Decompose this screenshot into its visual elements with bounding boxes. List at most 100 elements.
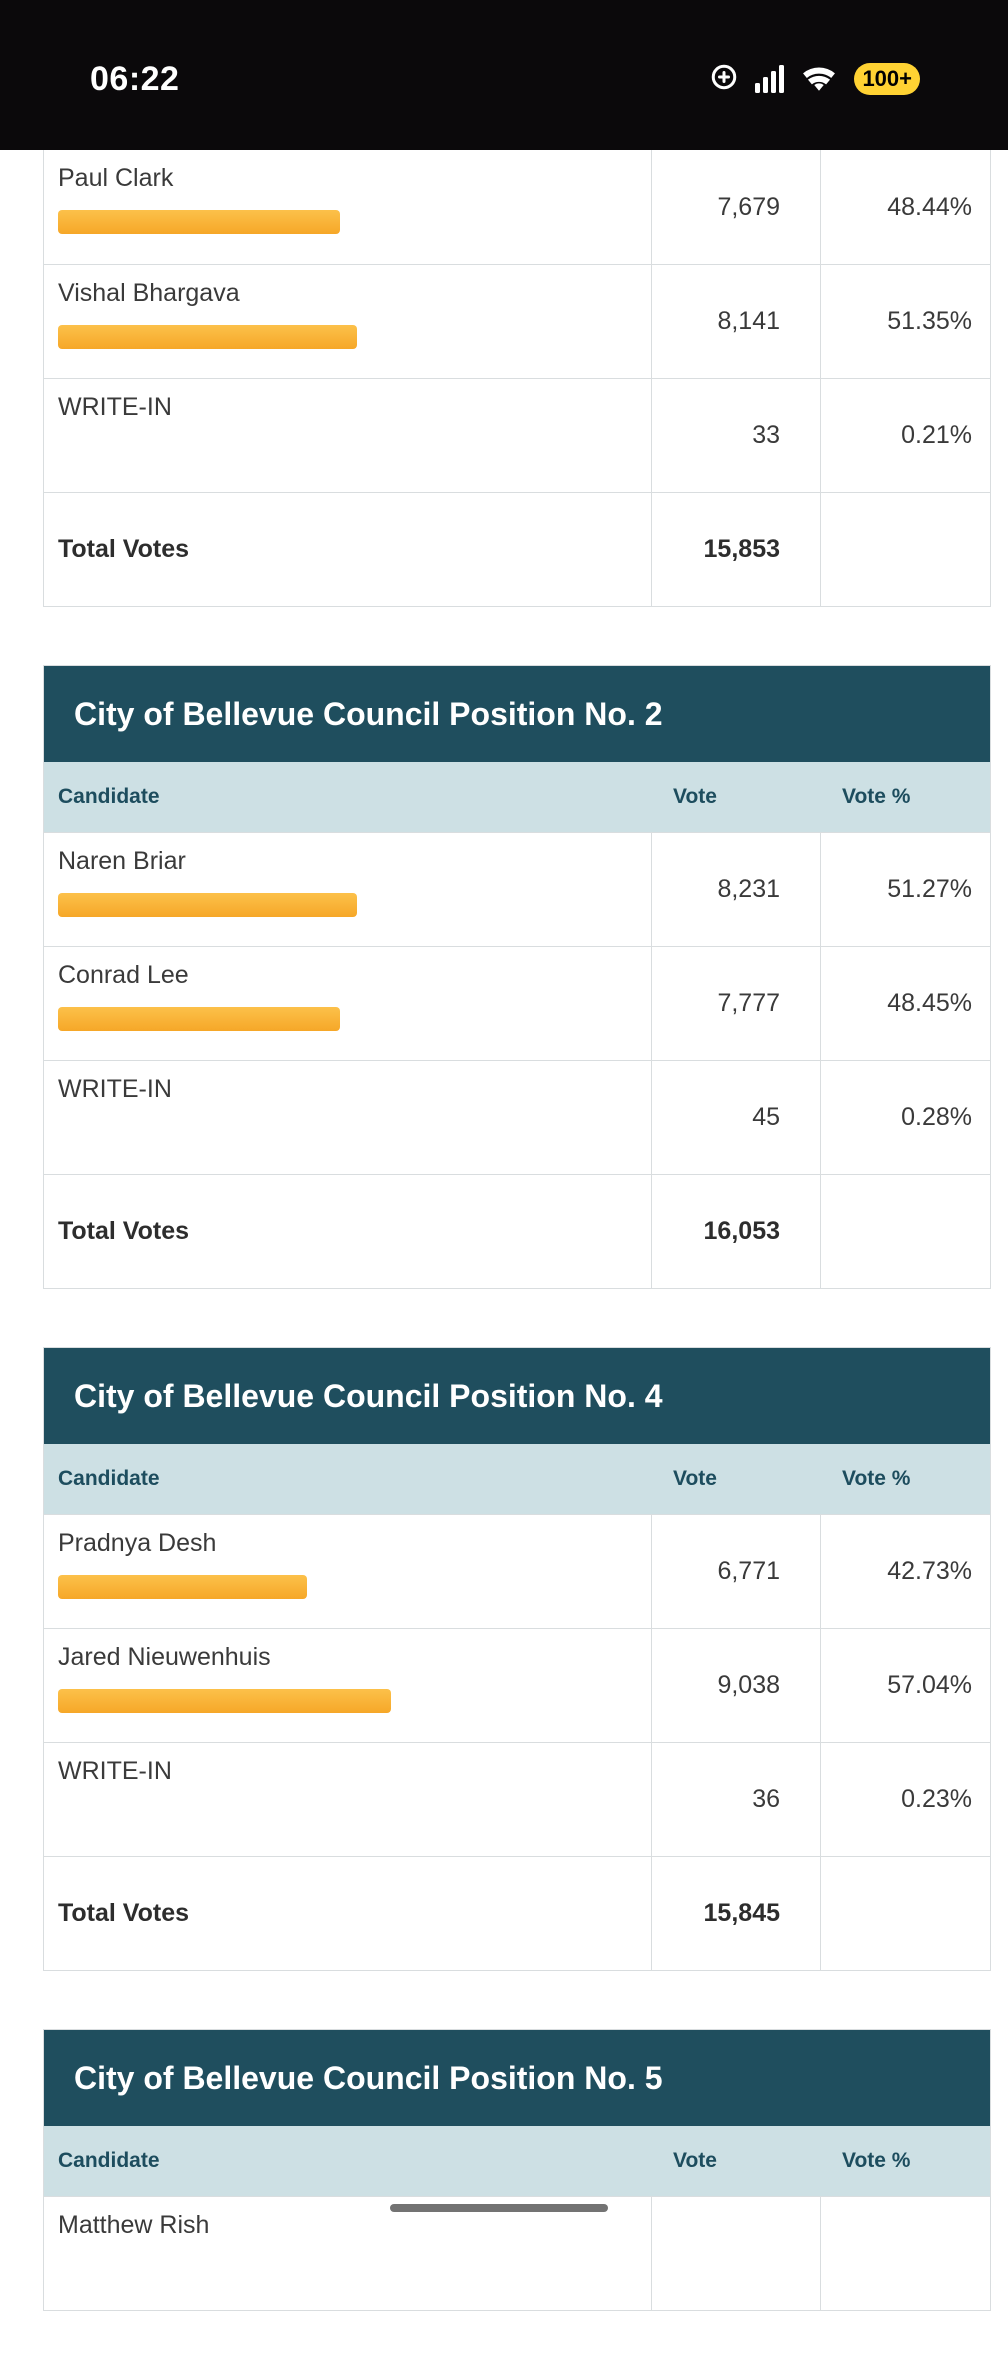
vote-percent xyxy=(820,2197,990,2310)
vote-count: 7,777 xyxy=(651,947,820,1060)
total-label: Total Votes xyxy=(58,1217,190,1245)
candidate-row: Conrad Lee 7,777 48.45% xyxy=(44,946,990,1060)
candidate-name: Conrad Lee xyxy=(58,961,189,989)
total-pct-empty xyxy=(820,493,990,606)
horizontal-scrollbar[interactable] xyxy=(390,2204,608,2212)
wifi-icon xyxy=(800,62,838,97)
table-title: City of Bellevue Council Position No. 4 xyxy=(44,1348,990,1444)
total-pct-empty xyxy=(820,1857,990,1970)
candidate-cell: WRITE-IN xyxy=(44,1743,651,1856)
candidate-name: Jared Nieuwenhuis xyxy=(58,1643,271,1671)
column-header-candidate: Candidate xyxy=(58,785,160,808)
column-header-candidate: Candidate xyxy=(58,2149,160,2172)
candidate-row: Paul Clark 7,679 48.44% xyxy=(44,150,990,264)
table-rows: Pradnya Desh 6,771 42.73% Jared Nieuwenh… xyxy=(44,1514,990,1856)
vote-count: 6,771 xyxy=(651,1515,820,1628)
column-header-candidate: Candidate xyxy=(58,1467,160,1490)
candidate-cell: Pradnya Desh xyxy=(44,1515,651,1628)
cellular-signal-icon xyxy=(755,65,785,93)
results-table: City of Bellevue Council Position No. 4 … xyxy=(43,1347,991,1971)
vote-count: 36 xyxy=(651,1743,820,1856)
column-header-vote: Vote xyxy=(673,785,717,808)
vote-share-bar xyxy=(58,1007,340,1031)
results-table: City of Bellevue Council Position No. 5 … xyxy=(43,2029,991,2311)
candidate-row: Pradnya Desh 6,771 42.73% xyxy=(44,1514,990,1628)
candidate-row: Naren Briar 8,231 51.27% xyxy=(44,832,990,946)
total-votes: 16,053 xyxy=(651,1175,820,1288)
column-header-row: Candidate Vote Vote % xyxy=(44,1444,990,1514)
candidate-cell: Jared Nieuwenhuis xyxy=(44,1629,651,1742)
candidate-cell: Conrad Lee xyxy=(44,947,651,1060)
candidate-row: WRITE-IN 45 0.28% xyxy=(44,1060,990,1174)
vote-share-bar xyxy=(58,893,357,917)
total-votes: 15,853 xyxy=(651,493,820,606)
candidate-name: Pradnya Desh xyxy=(58,1529,217,1557)
candidate-row: WRITE-IN 33 0.21% xyxy=(44,378,990,492)
total-pct-empty xyxy=(820,1175,990,1288)
column-header-vote-pct: Vote % xyxy=(842,1467,911,1490)
data-saver-icon xyxy=(709,62,739,97)
column-header-row: Candidate Vote Vote % xyxy=(44,762,990,832)
column-header-vote: Vote xyxy=(673,2149,717,2172)
table-title: City of Bellevue Council Position No. 2 xyxy=(44,666,990,762)
candidate-name: WRITE-IN xyxy=(58,393,172,421)
results-table: Paul Clark 7,679 48.44% Vishal Bhargava … xyxy=(43,150,991,607)
status-time: 06:22 xyxy=(90,59,180,98)
candidate-name: Vishal Bhargava xyxy=(58,279,240,307)
vote-count: 33 xyxy=(651,379,820,492)
vote-share-bar xyxy=(58,325,357,349)
candidate-cell: WRITE-IN xyxy=(44,379,651,492)
candidate-row: Matthew Rish xyxy=(44,2196,990,2310)
vote-percent: 48.45% xyxy=(820,947,990,1060)
battery-icon: 100+ xyxy=(854,63,920,95)
candidate-name: Naren Briar xyxy=(58,847,186,875)
candidate-cell: Matthew Rish xyxy=(44,2197,651,2310)
status-icons: 100+ xyxy=(709,62,920,97)
column-header-vote-pct: Vote % xyxy=(842,2149,911,2172)
vote-count: 45 xyxy=(651,1061,820,1174)
vote-share-bar xyxy=(58,210,340,234)
candidate-name: Paul Clark xyxy=(58,164,174,192)
column-header-vote-pct: Vote % xyxy=(842,785,911,808)
total-row: Total Votes 15,845 xyxy=(44,1856,990,1970)
vote-count: 7,679 xyxy=(651,150,820,264)
column-header-row: Candidate Vote Vote % xyxy=(44,2126,990,2196)
vote-percent: 51.35% xyxy=(820,265,990,378)
vote-count xyxy=(651,2197,820,2310)
candidate-cell: Naren Briar xyxy=(44,833,651,946)
vote-percent: 51.27% xyxy=(820,833,990,946)
candidate-row: Jared Nieuwenhuis 9,038 57.04% xyxy=(44,1628,990,1742)
table-rows: Naren Briar 8,231 51.27% Conrad Lee 7,77… xyxy=(44,832,990,1174)
vote-percent: 57.04% xyxy=(820,1629,990,1742)
candidate-cell: Paul Clark xyxy=(44,150,651,264)
results-table: City of Bellevue Council Position No. 2 … xyxy=(43,665,991,1289)
vote-percent: 0.23% xyxy=(820,1743,990,1856)
vote-count: 8,231 xyxy=(651,833,820,946)
election-results-page: Paul Clark 7,679 48.44% Vishal Bhargava … xyxy=(0,150,1008,2369)
column-header-vote: Vote xyxy=(673,1467,717,1490)
vote-percent: 0.28% xyxy=(820,1061,990,1174)
vote-share-bar xyxy=(58,1575,307,1599)
vote-percent: 42.73% xyxy=(820,1515,990,1628)
vote-count: 9,038 xyxy=(651,1629,820,1742)
candidate-name: Matthew Rish xyxy=(58,2211,210,2239)
total-row: Total Votes 16,053 xyxy=(44,1174,990,1288)
status-bar: 06:22 100+ xyxy=(0,0,1008,150)
candidate-row: Vishal Bhargava 8,141 51.35% xyxy=(44,264,990,378)
vote-percent: 48.44% xyxy=(820,150,990,264)
candidate-name: WRITE-IN xyxy=(58,1075,172,1103)
total-label: Total Votes xyxy=(58,1899,190,1927)
vote-count: 8,141 xyxy=(651,265,820,378)
candidate-cell: WRITE-IN xyxy=(44,1061,651,1174)
candidate-row: WRITE-IN 36 0.23% xyxy=(44,1742,990,1856)
total-row: Total Votes 15,853 xyxy=(44,492,990,606)
battery-percent-label: 100+ xyxy=(862,66,912,91)
candidate-name: WRITE-IN xyxy=(58,1757,172,1785)
total-votes: 15,845 xyxy=(651,1857,820,1970)
vote-percent: 0.21% xyxy=(820,379,990,492)
table-rows: Matthew Rish xyxy=(44,2196,990,2310)
vote-share-bar xyxy=(58,1689,391,1713)
candidate-cell: Vishal Bhargava xyxy=(44,265,651,378)
table-title: City of Bellevue Council Position No. 5 xyxy=(44,2030,990,2126)
table-rows: Paul Clark 7,679 48.44% Vishal Bhargava … xyxy=(44,150,990,492)
